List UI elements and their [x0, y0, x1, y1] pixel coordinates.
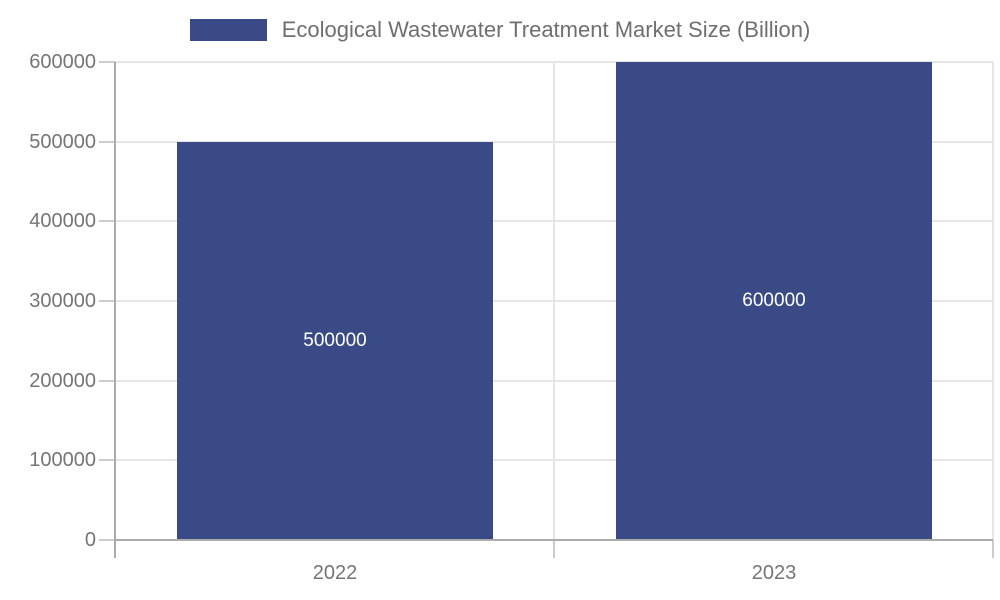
y-axis-tick	[99, 539, 115, 541]
y-axis-tick	[99, 220, 115, 222]
x-axis-tick	[992, 540, 994, 558]
x-gridline	[553, 62, 555, 540]
bar-value-label: 600000	[742, 290, 806, 311]
x-axis-tick-label: 2022	[312, 562, 358, 584]
y-axis-tick-label: 300000	[29, 290, 96, 312]
y-axis-line	[114, 62, 116, 558]
y-axis-tick	[99, 459, 115, 461]
y-axis-tick	[99, 380, 115, 382]
y-axis-tick-label: 600000	[29, 51, 96, 73]
legend[interactable]: Ecological Wastewater Treatment Market S…	[0, 14, 1000, 46]
y-axis-tick-label: 500000	[29, 131, 96, 153]
legend-label: Ecological Wastewater Treatment Market S…	[281, 17, 811, 42]
x-gridline	[992, 62, 994, 540]
y-axis-tick-label: 0	[84, 529, 96, 551]
y-axis-tick-label: 200000	[29, 370, 96, 392]
bar-2022[interactable]	[177, 142, 493, 540]
y-axis-tick	[99, 61, 115, 63]
bar-2023[interactable]	[616, 62, 932, 540]
x-axis-line	[115, 539, 993, 541]
legend-swatch	[189, 19, 267, 41]
y-axis-tick-label: 100000	[29, 449, 96, 471]
y-axis-tick	[99, 300, 115, 302]
x-axis-tick-label: 2023	[751, 562, 797, 584]
bar-value-label: 500000	[303, 330, 367, 351]
y-axis-tick	[99, 141, 115, 143]
y-axis-tick-label: 400000	[29, 210, 96, 232]
x-axis-tick	[553, 540, 555, 558]
